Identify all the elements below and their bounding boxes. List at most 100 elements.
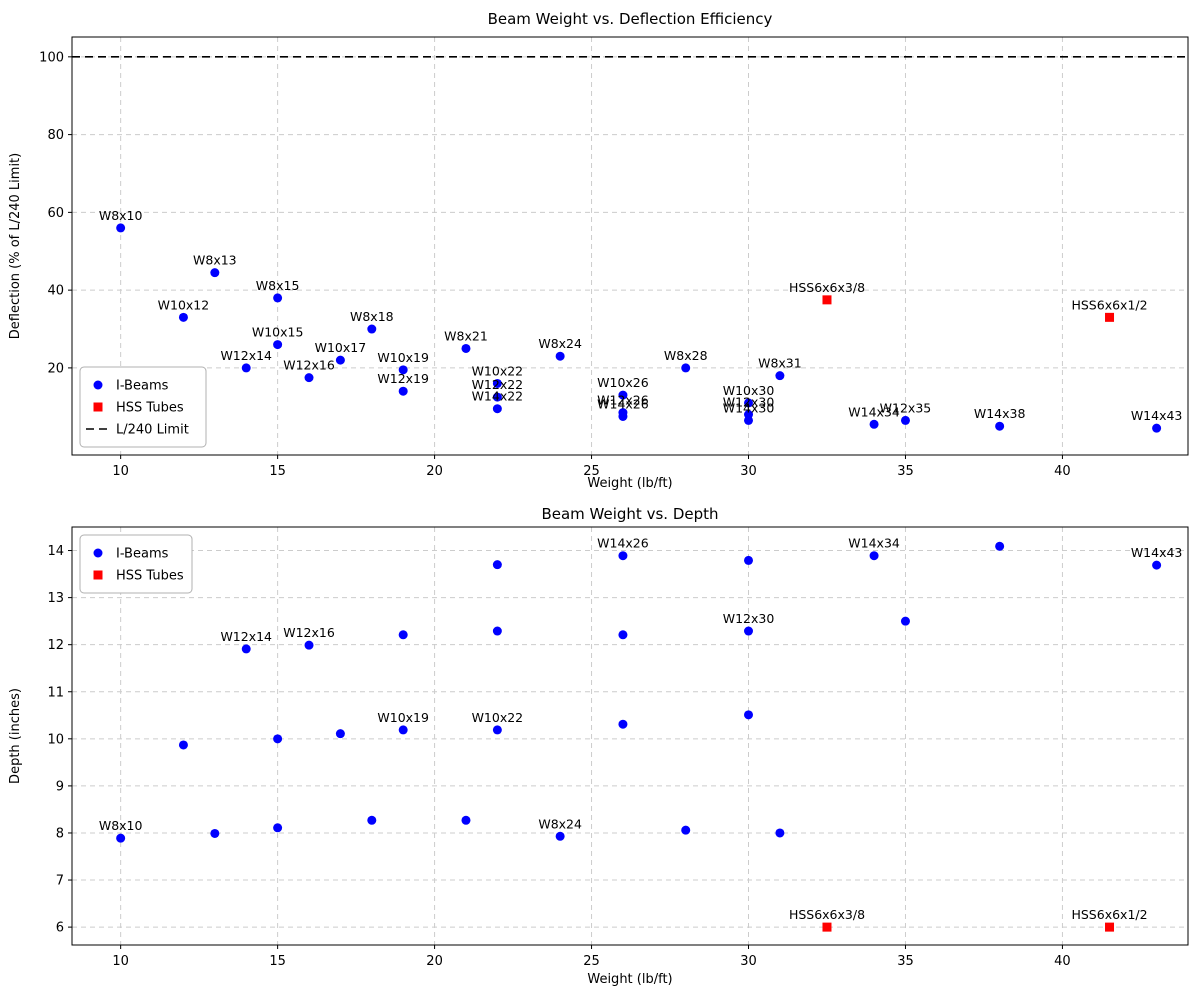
point-annotation: W12x14 bbox=[220, 629, 272, 644]
point-annotation: W10x17 bbox=[315, 340, 367, 355]
data-point-square bbox=[822, 295, 832, 305]
x-tick-label: 10 bbox=[112, 954, 129, 969]
data-point-circle bbox=[1152, 560, 1162, 570]
y-tick-label: 40 bbox=[47, 284, 64, 299]
data-point-circle bbox=[492, 626, 502, 636]
legend-entry-label: L/240 Limit bbox=[116, 423, 189, 438]
point-annotation: W8x24 bbox=[538, 336, 582, 351]
y-tick-label: 8 bbox=[56, 826, 64, 841]
data-point-circle bbox=[775, 828, 785, 838]
data-point-circle bbox=[304, 640, 314, 650]
point-annotation: HSS6x6x3/8 bbox=[789, 280, 865, 295]
y-tick-label: 60 bbox=[47, 206, 64, 221]
data-point-square bbox=[1105, 312, 1115, 322]
data-point-circle bbox=[178, 740, 188, 750]
point-annotation: W8x10 bbox=[99, 818, 143, 833]
legend-box bbox=[79, 366, 207, 448]
point-annotation: W14x43 bbox=[1131, 545, 1183, 560]
point-annotation: W12x14 bbox=[220, 348, 272, 363]
y-tick-label: 14 bbox=[47, 544, 64, 559]
legend-box bbox=[79, 534, 193, 594]
legend-entry-label: I-Beams bbox=[116, 379, 169, 394]
data-point-circle bbox=[555, 831, 565, 841]
y-tick-label: 20 bbox=[47, 361, 64, 376]
legend-entry-label: I-Beams bbox=[116, 547, 169, 562]
point-annotation: W10x22 bbox=[472, 710, 524, 725]
x-tick-label: 30 bbox=[740, 954, 757, 969]
data-point-circle bbox=[304, 373, 314, 383]
point-annotation: W8x31 bbox=[758, 356, 802, 371]
annotation-layer: W8x10 W10x12 W8x13 W12x14 W8x15 W10x15 W12x16 W… bbox=[99, 208, 1183, 423]
y-tick-label: 7 bbox=[56, 874, 64, 889]
point-annotation: W10x30 bbox=[723, 383, 775, 398]
x-tick-label: 10 bbox=[112, 464, 129, 479]
chart-title: Beam Weight vs. Depth bbox=[541, 505, 718, 523]
data-point-circle bbox=[178, 312, 188, 322]
data-point-circle bbox=[869, 419, 879, 429]
point-annotation: W12x19 bbox=[377, 371, 429, 386]
y-axis-label: Depth (inches) bbox=[8, 688, 23, 784]
x-tick-label: 20 bbox=[426, 954, 443, 969]
y-tick-label: 100 bbox=[39, 50, 64, 65]
data-point-circle bbox=[273, 293, 283, 303]
point-annotation: W8x24 bbox=[538, 816, 582, 831]
data-point-circle bbox=[995, 541, 1005, 551]
y-tick-label: 80 bbox=[47, 128, 64, 143]
point-annotation: W12x30 bbox=[723, 611, 775, 626]
plot-border bbox=[71, 36, 1189, 456]
point-annotation: W12x22 bbox=[472, 377, 524, 392]
series-layer bbox=[72, 56, 1188, 433]
data-point-circle bbox=[241, 644, 251, 654]
data-point-circle bbox=[398, 725, 408, 735]
data-point-circle bbox=[618, 390, 628, 400]
point-annotation: W8x18 bbox=[350, 309, 394, 324]
plot-area bbox=[72, 37, 1188, 455]
grid-layer bbox=[72, 527, 1188, 945]
axis-ticks: 10 15 20 25 30 35 40 6 7 8 9 10 11 12 13 14 bbox=[47, 544, 1070, 969]
point-annotation: W14x30 bbox=[723, 400, 775, 415]
point-annotation: W10x22 bbox=[472, 363, 524, 378]
plot-border bbox=[71, 526, 1189, 946]
point-annotation: W8x10 bbox=[99, 208, 143, 223]
point-annotation: W12x26 bbox=[597, 393, 649, 408]
data-point-circle bbox=[492, 392, 502, 402]
point-annotation: W10x19 bbox=[377, 350, 429, 365]
point-annotation: W10x15 bbox=[252, 325, 304, 340]
data-point-circle bbox=[492, 378, 502, 388]
point-annotation: W8x28 bbox=[664, 348, 708, 363]
point-annotation: W14x43 bbox=[1131, 408, 1183, 423]
data-point-circle bbox=[744, 555, 754, 565]
data-point-circle bbox=[744, 710, 754, 720]
x-tick-label: 40 bbox=[1054, 954, 1071, 969]
data-point-circle bbox=[681, 825, 691, 835]
plot-area bbox=[72, 527, 1188, 945]
data-point-circle bbox=[681, 363, 691, 373]
y-tick-label: 6 bbox=[56, 921, 64, 936]
data-point-circle bbox=[618, 412, 628, 422]
y-axis-label: Deflection (% of L/240 Limit) bbox=[8, 153, 23, 339]
point-annotation: W8x13 bbox=[193, 253, 237, 268]
data-point-circle bbox=[618, 719, 628, 729]
point-annotation: W8x15 bbox=[256, 278, 300, 293]
legend: I-Beams HSS Tubes bbox=[79, 534, 193, 594]
legend-circle-marker bbox=[93, 548, 103, 558]
depth-chart: 10 15 20 25 30 35 40 6 7 8 9 10 11 12 13 14 W8x10 W12x14… bbox=[8, 505, 1189, 987]
data-point-circle bbox=[618, 630, 628, 640]
data-point-circle bbox=[461, 815, 471, 825]
data-point-circle bbox=[398, 386, 408, 396]
x-tick-label: 15 bbox=[269, 954, 286, 969]
data-point-circle bbox=[273, 340, 283, 350]
data-point-circle bbox=[1152, 423, 1162, 433]
data-point-circle bbox=[492, 725, 502, 735]
legend-square-marker bbox=[93, 570, 103, 580]
data-point-circle bbox=[744, 626, 754, 636]
data-point-circle bbox=[367, 815, 377, 825]
y-tick-label: 9 bbox=[56, 779, 64, 794]
point-annotation: W14x38 bbox=[974, 406, 1026, 421]
data-point-circle bbox=[273, 734, 283, 744]
data-point-circle bbox=[210, 828, 220, 838]
x-tick-label: 25 bbox=[583, 954, 600, 969]
point-annotation: W10x12 bbox=[158, 297, 210, 312]
